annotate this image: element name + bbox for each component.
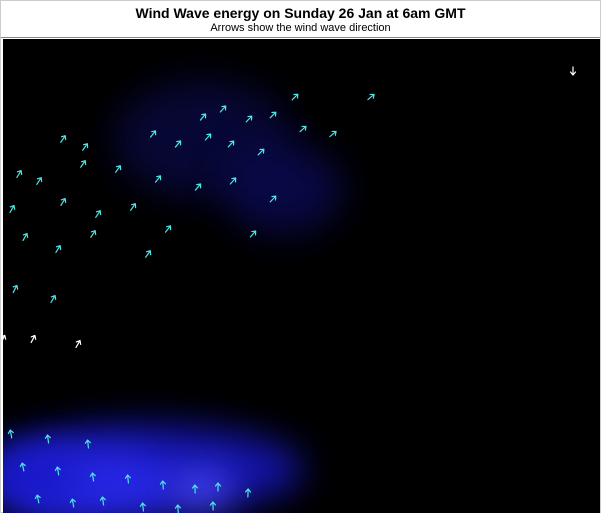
wave-direction-arrow <box>93 209 103 219</box>
wave-direction-arrow <box>68 498 78 508</box>
wave-direction-arrow <box>88 472 98 482</box>
wave-direction-arrow <box>298 124 308 134</box>
wave-direction-arrow <box>190 484 200 494</box>
wave-direction-arrow <box>208 501 218 511</box>
wave-direction-arrow <box>148 129 158 139</box>
wave-direction-arrow <box>163 224 173 234</box>
wave-direction-arrow <box>128 202 138 212</box>
wave-direction-arrow <box>28 334 38 344</box>
wave-direction-arrow <box>328 129 338 139</box>
wave-direction-arrow <box>33 494 43 504</box>
wave-direction-arrow <box>6 429 16 439</box>
wave-direction-arrow <box>203 132 213 142</box>
wave-direction-arrow <box>10 284 20 294</box>
wave-direction-arrow <box>568 66 578 76</box>
wave-direction-arrow <box>366 92 376 102</box>
wave-direction-arrow <box>173 504 183 513</box>
wave-direction-arrow <box>18 462 28 472</box>
wave-direction-arrow <box>248 229 258 239</box>
wave-direction-arrow <box>20 232 30 242</box>
wave-direction-arrow <box>268 110 278 120</box>
wave-direction-arrow <box>7 204 17 214</box>
energy-blob <box>173 469 233 509</box>
map-area <box>3 39 600 513</box>
wave-direction-arrow <box>123 474 133 484</box>
wave-direction-arrow <box>43 434 53 444</box>
wave-direction-arrow <box>143 249 153 259</box>
wave-direction-arrow <box>226 139 236 149</box>
wave-direction-arrow <box>88 229 98 239</box>
wave-direction-arrow <box>14 169 24 179</box>
wave-direction-arrow <box>113 164 123 174</box>
wave-direction-arrow <box>268 194 278 204</box>
wave-direction-arrow <box>198 112 208 122</box>
wave-direction-arrow <box>153 174 163 184</box>
wave-direction-arrow <box>290 92 300 102</box>
wave-direction-arrow <box>218 104 228 114</box>
wave-direction-arrow <box>158 480 168 490</box>
wave-direction-arrow <box>138 502 148 512</box>
wave-direction-arrow <box>244 114 254 124</box>
energy-blob <box>223 144 343 234</box>
wave-direction-arrow <box>53 244 63 254</box>
wave-direction-arrow <box>83 439 93 449</box>
wave-direction-arrow <box>73 339 83 349</box>
wave-direction-arrow <box>193 182 203 192</box>
wave-direction-arrow <box>3 334 8 344</box>
map-subtitle: Arrows show the wind wave direction <box>1 22 600 34</box>
wave-direction-arrow <box>98 496 108 506</box>
wave-direction-arrow <box>48 294 58 304</box>
wave-direction-arrow <box>228 176 238 186</box>
wave-direction-arrow <box>173 139 183 149</box>
wave-direction-arrow <box>80 142 90 152</box>
map-title: Wind Wave energy on Sunday 26 Jan at 6am… <box>1 5 600 21</box>
wave-direction-arrow <box>213 482 223 492</box>
map-header: Wind Wave energy on Sunday 26 Jan at 6am… <box>1 1 600 38</box>
map-container: Wind Wave energy on Sunday 26 Jan at 6am… <box>0 0 601 513</box>
wave-direction-arrow <box>58 197 68 207</box>
wave-direction-arrow <box>243 488 253 498</box>
wave-direction-arrow <box>78 159 88 169</box>
wave-direction-arrow <box>34 176 44 186</box>
wave-direction-arrow <box>58 134 68 144</box>
wave-direction-arrow <box>53 466 63 476</box>
wave-direction-arrow <box>256 147 266 157</box>
